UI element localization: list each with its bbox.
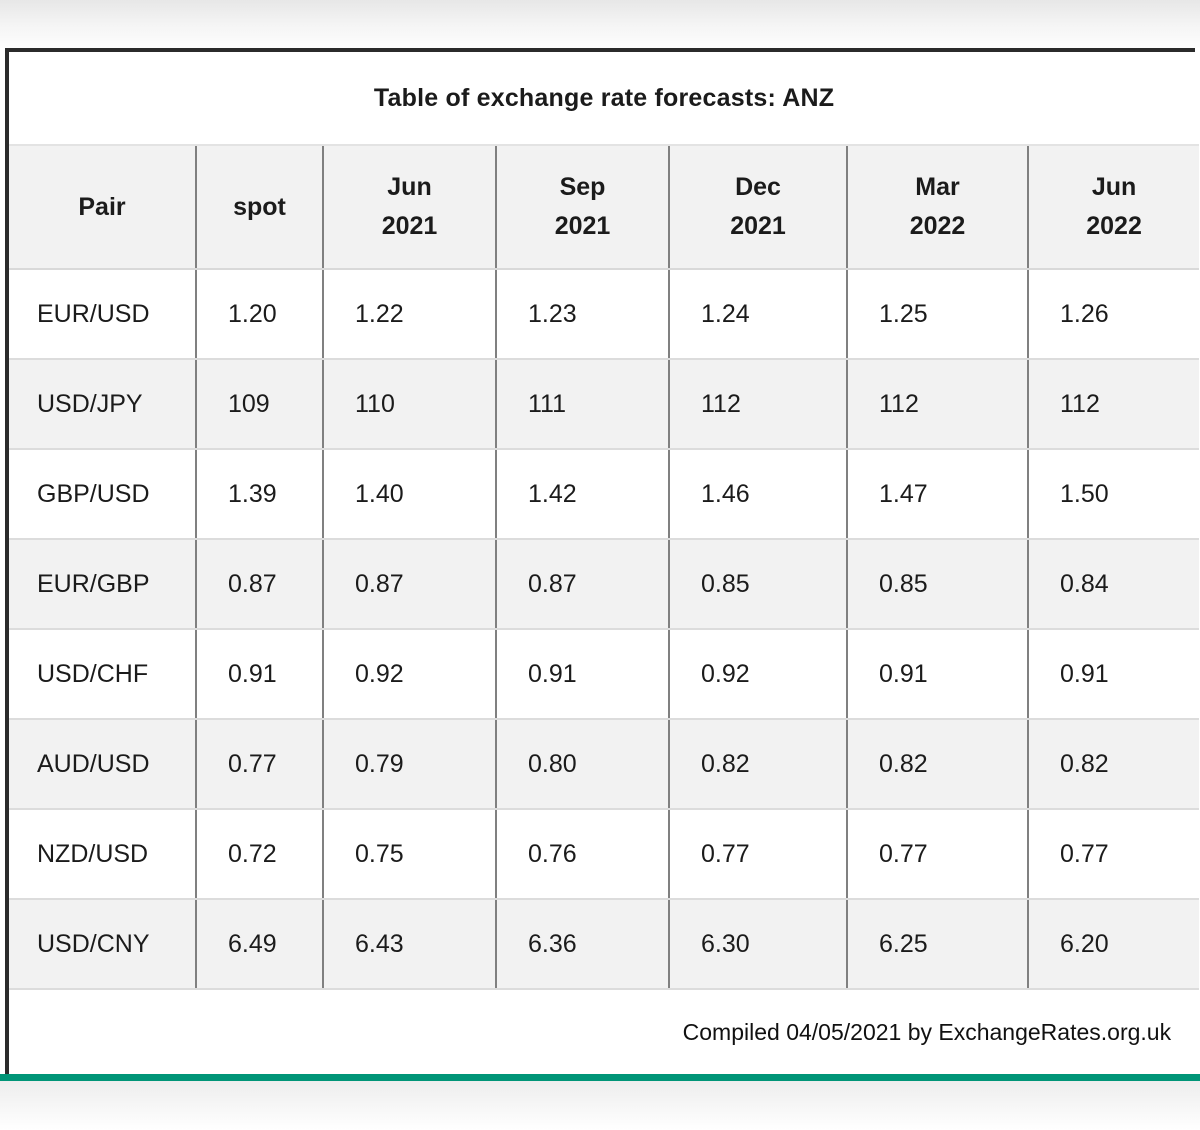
value-cell: 0.87 [196, 539, 324, 630]
value-cell: 0.80 [496, 719, 670, 810]
pair-cell: EUR/USD [9, 269, 197, 360]
value-cell: 1.25 [847, 269, 1029, 360]
table-row: EUR/USD 1.20 1.22 1.23 1.24 1.25 1.26 [9, 269, 1200, 360]
value-cell: 112 [669, 359, 848, 450]
top-gradient [0, 0, 1200, 48]
pair-cell: USD/CHF [9, 629, 197, 720]
value-cell: 1.50 [1028, 449, 1200, 540]
value-cell: 0.82 [1028, 719, 1200, 810]
table-row: AUD/USD 0.77 0.79 0.80 0.82 0.82 0.82 [9, 719, 1200, 810]
pair-cell: EUR/GBP [9, 539, 197, 630]
pair-cell: NZD/USD [9, 809, 197, 900]
compiled-note: Compiled 04/05/2021 by ExchangeRates.org… [9, 989, 1200, 1074]
footer-row: Compiled 04/05/2021 by ExchangeRates.org… [9, 989, 1200, 1074]
value-cell: 0.85 [669, 539, 848, 630]
value-cell: 0.92 [669, 629, 848, 720]
value-cell: 0.77 [669, 809, 848, 900]
value-cell: 111 [496, 359, 670, 450]
bottom-gradient [0, 1081, 1200, 1130]
pair-cell: GBP/USD [9, 449, 197, 540]
exchange-rate-forecast-table: Table of exchange rate forecasts: ANZ Pa… [9, 52, 1200, 1074]
table-title: Table of exchange rate forecasts: ANZ [9, 52, 1200, 146]
value-cell: 0.82 [669, 719, 848, 810]
value-cell: 0.75 [323, 809, 497, 900]
value-cell: 0.92 [323, 629, 497, 720]
value-cell: 0.91 [196, 629, 324, 720]
column-header-jun-2022: Jun 2022 [1028, 145, 1200, 270]
value-cell: 112 [1028, 359, 1200, 450]
header-row: Pair spot Jun 2021 Sep 2021 Dec 2021 Mar 2022… [9, 145, 1200, 270]
value-cell: 6.20 [1028, 899, 1200, 990]
value-cell: 110 [323, 359, 497, 450]
table-row: NZD/USD 0.72 0.75 0.76 0.77 0.77 0.77 [9, 809, 1200, 900]
title-row: Table of exchange rate forecasts: ANZ [9, 52, 1200, 146]
value-cell: 1.20 [196, 269, 324, 360]
value-cell: 6.43 [323, 899, 497, 990]
value-cell: 112 [847, 359, 1029, 450]
table-row: GBP/USD 1.39 1.40 1.42 1.46 1.47 1.50 [9, 449, 1200, 540]
value-cell: 1.42 [496, 449, 670, 540]
value-cell: 0.77 [847, 809, 1029, 900]
value-cell: 0.76 [496, 809, 670, 900]
value-cell: 0.91 [496, 629, 670, 720]
column-header-jun-2021: Jun 2021 [323, 145, 497, 270]
value-cell: 1.47 [847, 449, 1029, 540]
value-cell: 0.79 [323, 719, 497, 810]
table-row: USD/JPY 109 110 111 112 112 112 [9, 359, 1200, 450]
forecast-table-card: Table of exchange rate forecasts: ANZ Pa… [5, 48, 1200, 1074]
column-header-pair: Pair [9, 145, 197, 270]
value-cell: 6.30 [669, 899, 848, 990]
value-cell: 1.46 [669, 449, 848, 540]
value-cell: 0.77 [196, 719, 324, 810]
value-cell: 0.77 [1028, 809, 1200, 900]
table-row: EUR/GBP 0.87 0.87 0.87 0.85 0.85 0.84 [9, 539, 1200, 630]
value-cell: 0.72 [196, 809, 324, 900]
value-cell: 0.87 [496, 539, 670, 630]
value-cell: 6.36 [496, 899, 670, 990]
value-cell: 1.22 [323, 269, 497, 360]
value-cell: 1.39 [196, 449, 324, 540]
value-cell: 0.85 [847, 539, 1029, 630]
column-header-spot: spot [196, 145, 324, 270]
value-cell: 1.26 [1028, 269, 1200, 360]
value-cell: 0.91 [847, 629, 1029, 720]
column-header-mar-2022: Mar 2022 [847, 145, 1029, 270]
accent-bottom-bar [0, 1074, 1200, 1081]
value-cell: 0.87 [323, 539, 497, 630]
value-cell: 6.49 [196, 899, 324, 990]
column-header-sep-2021: Sep 2021 [496, 145, 670, 270]
pair-cell: USD/CNY [9, 899, 197, 990]
value-cell: 0.82 [847, 719, 1029, 810]
value-cell: 0.84 [1028, 539, 1200, 630]
value-cell: 6.25 [847, 899, 1029, 990]
pair-cell: AUD/USD [9, 719, 197, 810]
value-cell: 0.91 [1028, 629, 1200, 720]
table-row: USD/CHF 0.91 0.92 0.91 0.92 0.91 0.91 [9, 629, 1200, 720]
value-cell: 1.24 [669, 269, 848, 360]
table-row: USD/CNY 6.49 6.43 6.36 6.30 6.25 6.20 [9, 899, 1200, 990]
pair-cell: USD/JPY [9, 359, 197, 450]
value-cell: 1.40 [323, 449, 497, 540]
value-cell: 109 [196, 359, 324, 450]
value-cell: 1.23 [496, 269, 670, 360]
column-header-dec-2021: Dec 2021 [669, 145, 848, 270]
